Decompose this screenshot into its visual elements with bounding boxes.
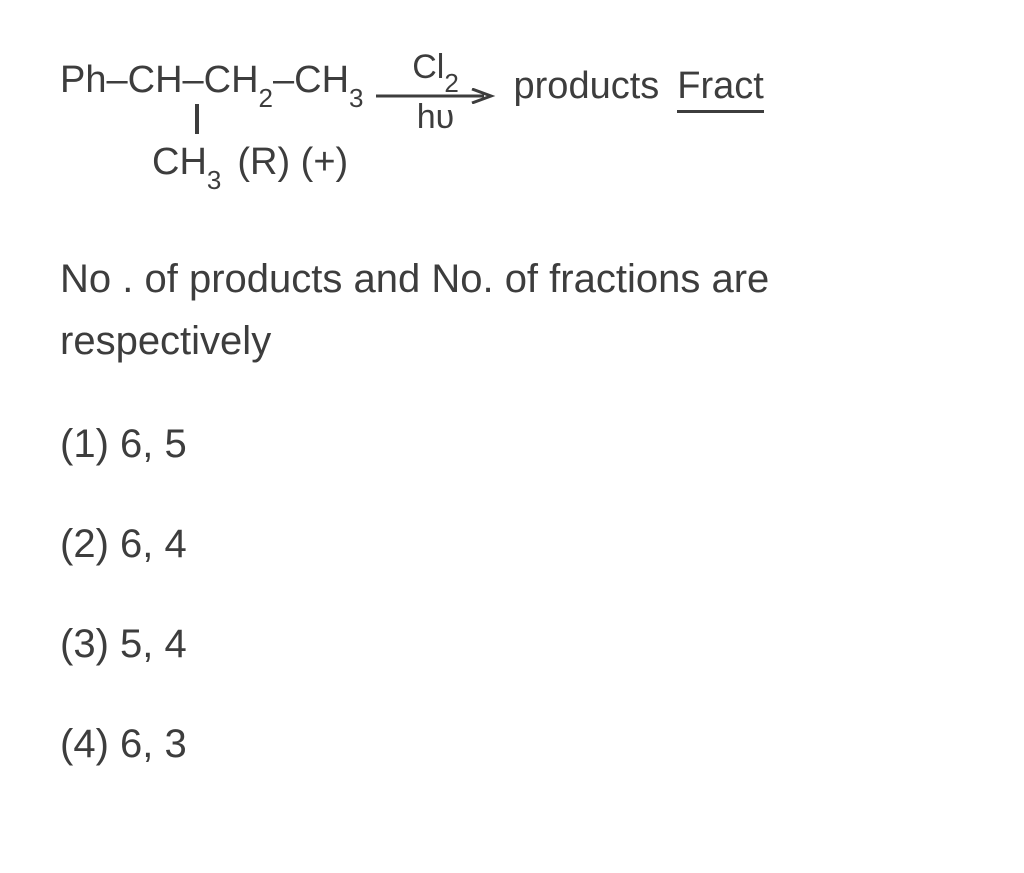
question-line2: respectively — [60, 319, 271, 363]
bond-dash: – — [273, 60, 294, 102]
fract-text: Fract — [677, 66, 764, 108]
reactant-substituent: CH3 (R) (+) — [60, 142, 348, 188]
fract-underline — [677, 110, 764, 113]
option-3[interactable]: (3) 5, 4 — [60, 622, 984, 667]
vertical-bond — [195, 104, 199, 134]
stereo-label: (R) (+) — [237, 142, 348, 184]
ch2-subscript: 2 — [259, 83, 273, 113]
fractional-distillation-label: Fract — [677, 66, 764, 113]
reaction-arrow-block: Cl2 hυ — [376, 50, 496, 134]
ch3-text: CH — [294, 59, 349, 101]
cl-text: Cl — [412, 48, 444, 86]
reactant-structure: Ph – CH – CH2 – CH3 CH3 (R) (+) — [60, 60, 364, 188]
bond-dash: – — [106, 60, 127, 102]
reaction-equation: Ph – CH – CH2 – CH3 CH3 (R) (+) — [60, 60, 984, 188]
products-label: products — [514, 66, 660, 108]
ch3b-text: CH — [152, 141, 207, 183]
ch3-subscript: 3 — [349, 83, 363, 113]
reactant-main-chain: Ph – CH – CH2 – CH3 — [60, 60, 364, 106]
ph-group: Ph — [60, 60, 106, 102]
option-2[interactable]: (2) 6, 4 — [60, 522, 984, 567]
reagent-label: Cl2 — [412, 50, 459, 90]
bond-dash: – — [183, 60, 204, 102]
condition-label: hυ — [417, 100, 455, 134]
page: Ph – CH – CH2 – CH3 CH3 (R) (+) — [0, 0, 1024, 862]
cl-subscript: 2 — [444, 68, 458, 98]
ch2-group: CH2 — [204, 60, 273, 106]
ch2-text: CH — [204, 59, 259, 101]
option-1[interactable]: (1) 6, 5 — [60, 422, 984, 467]
ch3b-subscript: 3 — [207, 165, 221, 195]
option-4[interactable]: (4) 6, 3 — [60, 722, 984, 767]
ch-group: CH — [128, 60, 183, 102]
question-text: No . of products and No. of fractions ar… — [60, 248, 984, 372]
question-line1: No . of products and No. of fractions ar… — [60, 257, 769, 301]
ch3-branch: CH3 — [152, 142, 221, 188]
ch3-group: CH3 — [294, 60, 363, 106]
